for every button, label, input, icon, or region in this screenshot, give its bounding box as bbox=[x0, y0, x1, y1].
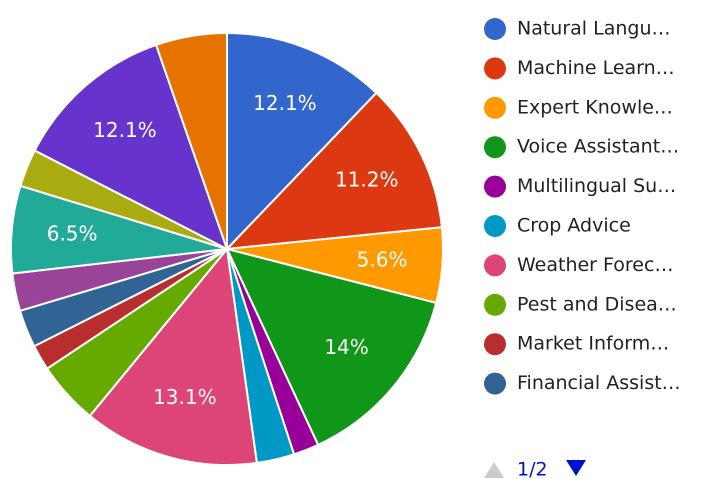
legend-label: Machine Learn… bbox=[517, 57, 675, 79]
slice-label: 6.5% bbox=[47, 221, 98, 245]
legend-swatch bbox=[484, 372, 506, 395]
legend-swatch bbox=[484, 57, 506, 80]
pie-slice bbox=[154, 31, 228, 250]
legend-swatch bbox=[484, 215, 506, 237]
legend-label: Expert Knowle… bbox=[517, 96, 673, 118]
pie-slice bbox=[225, 247, 438, 447]
legend-swatch bbox=[484, 18, 506, 40]
legend-label: Natural Langu… bbox=[517, 18, 671, 40]
legend-label: Financial Assist… bbox=[517, 372, 681, 394]
slice-label: 12.1% bbox=[253, 91, 317, 115]
slice-label: 11.2% bbox=[335, 167, 399, 191]
legend-swatch bbox=[484, 333, 506, 356]
pie-slice bbox=[224, 91, 443, 251]
legend-pager: 1/2 bbox=[484, 459, 586, 479]
legend-label: Weather Forec… bbox=[517, 254, 673, 276]
legend-label: Multilingual Su… bbox=[517, 175, 676, 197]
pager-prev[interactable] bbox=[484, 462, 504, 478]
legend-swatch bbox=[484, 96, 506, 119]
legend-swatch bbox=[484, 293, 506, 316]
pie-slice bbox=[33, 43, 229, 252]
pie-slice bbox=[226, 31, 378, 252]
legend-swatch bbox=[484, 136, 506, 159]
legend-swatch bbox=[484, 175, 506, 198]
slice-label: 12.1% bbox=[93, 118, 157, 142]
pager-text: 1/2 bbox=[517, 459, 548, 479]
pie-slice bbox=[88, 246, 259, 466]
slice-label: 14% bbox=[324, 335, 368, 359]
pager-next[interactable] bbox=[566, 460, 586, 476]
legend-swatch bbox=[484, 254, 506, 277]
legend-label: Voice Assistant… bbox=[517, 136, 679, 158]
slice-label: 13.1% bbox=[153, 385, 217, 409]
slice-label: 5.6% bbox=[357, 247, 408, 271]
legend-label: Market Inform… bbox=[517, 333, 669, 355]
legend-label: Crop Advice bbox=[517, 215, 631, 237]
legend-label: Pest and Disea… bbox=[517, 293, 677, 315]
